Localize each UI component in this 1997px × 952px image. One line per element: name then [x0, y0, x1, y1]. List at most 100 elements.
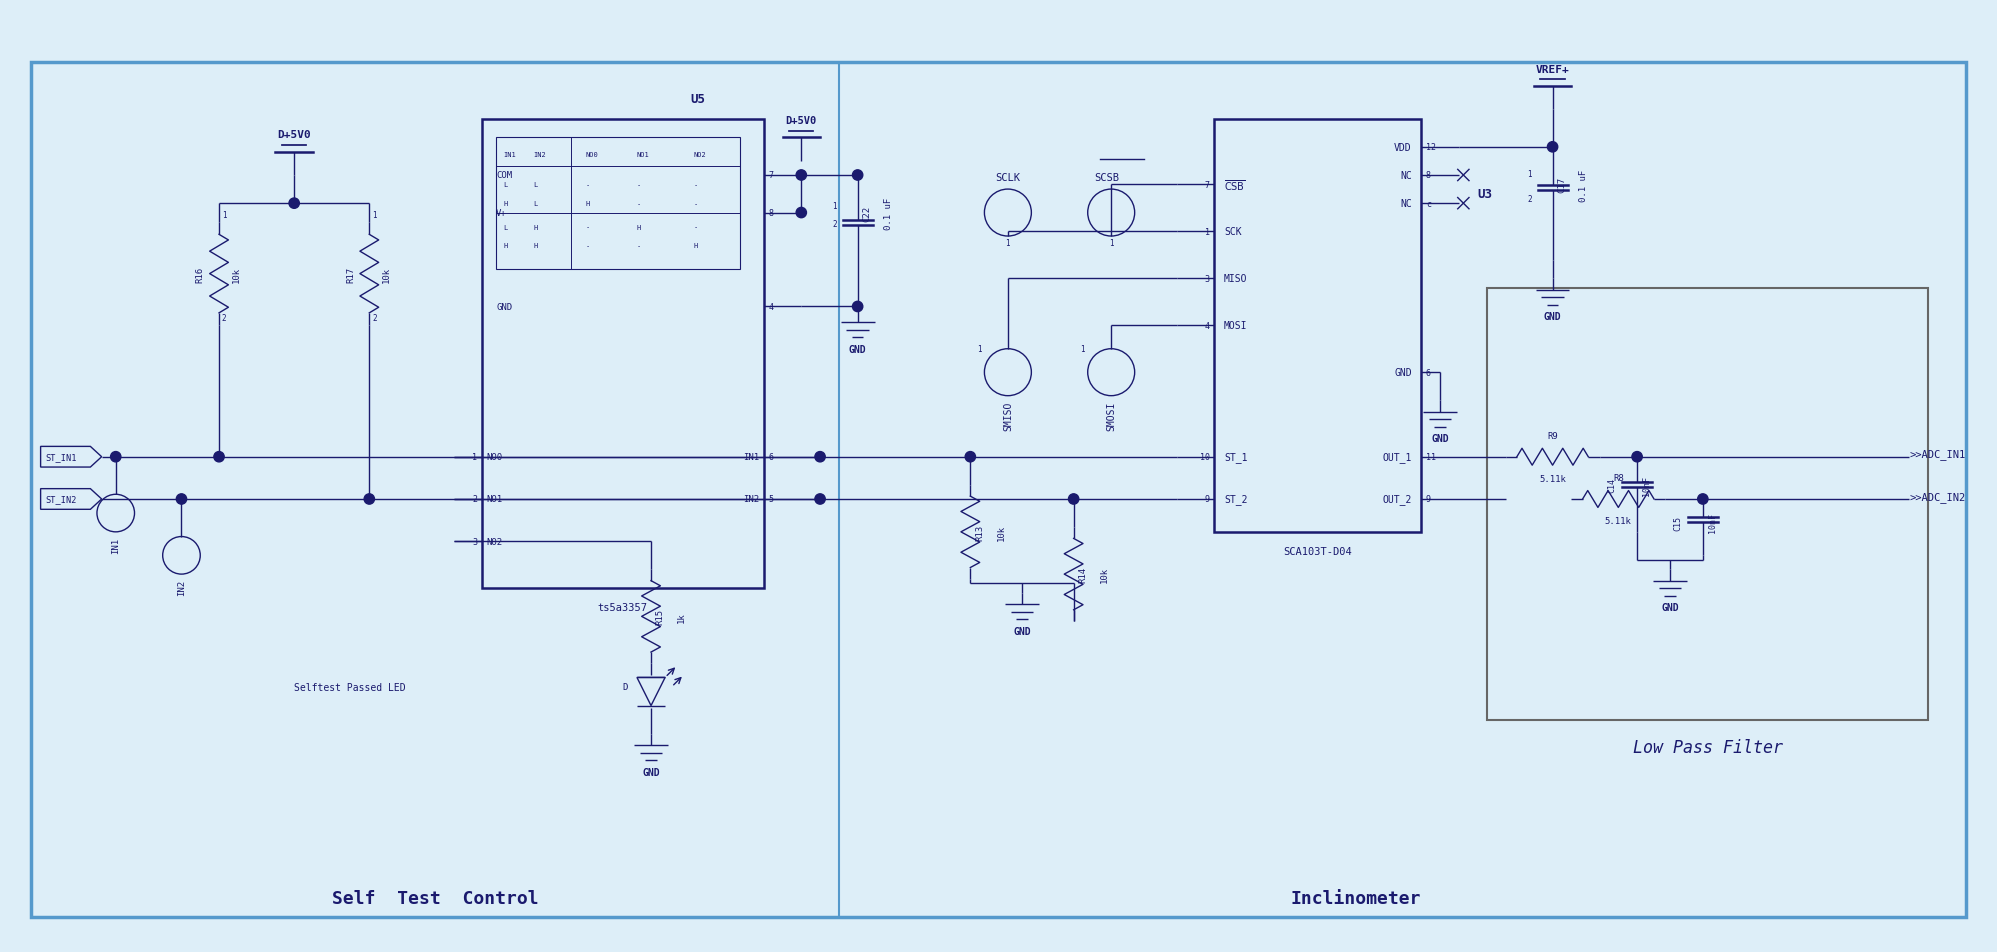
Text: NC: NC: [1400, 170, 1412, 181]
Text: 10k: 10k: [232, 267, 240, 283]
Text: C22: C22: [863, 206, 871, 222]
Text: NC: NC: [1400, 199, 1412, 208]
Text: R8: R8: [1614, 473, 1624, 483]
Text: -: -: [637, 243, 641, 249]
Text: >>ADC_IN1: >>ADC_IN1: [1909, 449, 1965, 460]
Text: VREF+: VREF+: [1536, 65, 1570, 74]
Text: MOSI: MOSI: [1224, 321, 1248, 331]
Text: GND: GND: [643, 766, 659, 777]
Circle shape: [797, 170, 807, 181]
Text: H: H: [503, 201, 507, 207]
Text: 10k: 10k: [381, 267, 391, 283]
Text: 2: 2: [473, 495, 477, 504]
Text: H: H: [533, 225, 537, 230]
Text: IN1: IN1: [743, 453, 759, 462]
Text: SMOSI: SMOSI: [1106, 401, 1116, 430]
Text: SCLK: SCLK: [995, 173, 1020, 184]
Text: 6: 6: [1426, 368, 1430, 377]
Text: 1: 1: [473, 453, 477, 462]
Text: Low Pass Filter: Low Pass Filter: [1632, 739, 1783, 757]
Text: 8: 8: [1426, 171, 1430, 180]
Text: 4: 4: [1204, 322, 1210, 330]
Text: 1: 1: [1204, 228, 1210, 237]
Text: -: -: [693, 225, 697, 230]
Text: 9: 9: [1426, 495, 1430, 504]
Bar: [481, 120, 763, 588]
Text: 3: 3: [1204, 274, 1210, 284]
Bar: [1214, 120, 1422, 532]
Text: 1: 1: [222, 211, 226, 220]
Text: R15: R15: [655, 608, 665, 625]
Text: H: H: [585, 201, 589, 207]
Circle shape: [1068, 494, 1078, 505]
Text: C14: C14: [1608, 478, 1616, 493]
Text: 10k: 10k: [1100, 566, 1108, 583]
Text: C15: C15: [1673, 515, 1681, 530]
Text: IN1: IN1: [112, 537, 120, 553]
Text: ST_1: ST_1: [1224, 452, 1248, 463]
Text: OUT_2: OUT_2: [1382, 494, 1412, 505]
Text: 11: 11: [1426, 453, 1436, 462]
Text: NO2: NO2: [487, 537, 503, 546]
Text: C17: C17: [1558, 177, 1566, 193]
Text: 0.1 uF: 0.1 uF: [885, 197, 893, 229]
Text: H: H: [637, 225, 641, 230]
Text: U5: U5: [691, 92, 705, 106]
Text: R14: R14: [1078, 566, 1086, 583]
Circle shape: [853, 302, 863, 312]
Text: GND: GND: [1544, 312, 1562, 322]
Circle shape: [1632, 452, 1642, 463]
Text: 8: 8: [769, 208, 773, 218]
Circle shape: [965, 452, 975, 463]
Text: ST_IN1: ST_IN1: [46, 453, 76, 462]
Text: L: L: [503, 225, 507, 230]
Circle shape: [1697, 494, 1707, 505]
Text: GND: GND: [1394, 367, 1412, 378]
Text: Self  Test  Control: Self Test Control: [332, 889, 539, 907]
Circle shape: [1548, 143, 1558, 153]
Text: >>ADC_IN2: >>ADC_IN2: [1909, 491, 1965, 502]
Circle shape: [176, 494, 186, 505]
Text: 10nF: 10nF: [1707, 513, 1717, 533]
Text: R16: R16: [196, 267, 206, 283]
Text: -: -: [693, 201, 697, 207]
Circle shape: [815, 494, 825, 505]
Text: 1: 1: [833, 201, 837, 210]
Text: L: L: [533, 201, 537, 207]
Text: H: H: [693, 243, 697, 249]
Text: 1k: 1k: [677, 611, 687, 622]
Text: 2: 2: [833, 220, 837, 229]
Bar: [495, 138, 741, 269]
Text: 5.11k: 5.11k: [1606, 516, 1632, 526]
Text: R17: R17: [345, 267, 355, 283]
Text: COM: COM: [495, 171, 511, 180]
Text: NO1: NO1: [637, 152, 649, 158]
Text: SMISO: SMISO: [1002, 401, 1012, 430]
Text: SCSB: SCSB: [1094, 173, 1118, 184]
Text: 4: 4: [769, 303, 773, 311]
Text: -: -: [637, 201, 641, 207]
Text: U3: U3: [1478, 188, 1492, 201]
Text: -: -: [693, 182, 697, 188]
Circle shape: [853, 170, 863, 181]
Text: NO0: NO0: [487, 453, 503, 462]
Text: IN2: IN2: [178, 579, 186, 595]
Text: H: H: [503, 243, 507, 249]
Text: 1: 1: [977, 345, 983, 354]
Text: 10nF: 10nF: [1642, 475, 1652, 495]
Text: L: L: [533, 182, 537, 188]
Text: R9: R9: [1548, 431, 1558, 441]
Text: GND: GND: [849, 345, 867, 355]
Text: NO1: NO1: [487, 495, 503, 504]
Text: 12: 12: [1426, 143, 1436, 152]
Text: 2: 2: [1528, 195, 1532, 204]
Text: $\overline{\mathrm{CSB}}$: $\overline{\mathrm{CSB}}$: [1224, 178, 1246, 192]
Text: SCK: SCK: [1224, 228, 1242, 237]
Text: GND: GND: [495, 303, 511, 311]
Text: 1: 1: [371, 211, 377, 220]
Text: -: -: [585, 225, 589, 230]
Text: VDD: VDD: [1394, 143, 1412, 152]
Text: R13: R13: [975, 525, 985, 541]
Circle shape: [797, 208, 807, 219]
Text: 10: 10: [1200, 453, 1210, 462]
